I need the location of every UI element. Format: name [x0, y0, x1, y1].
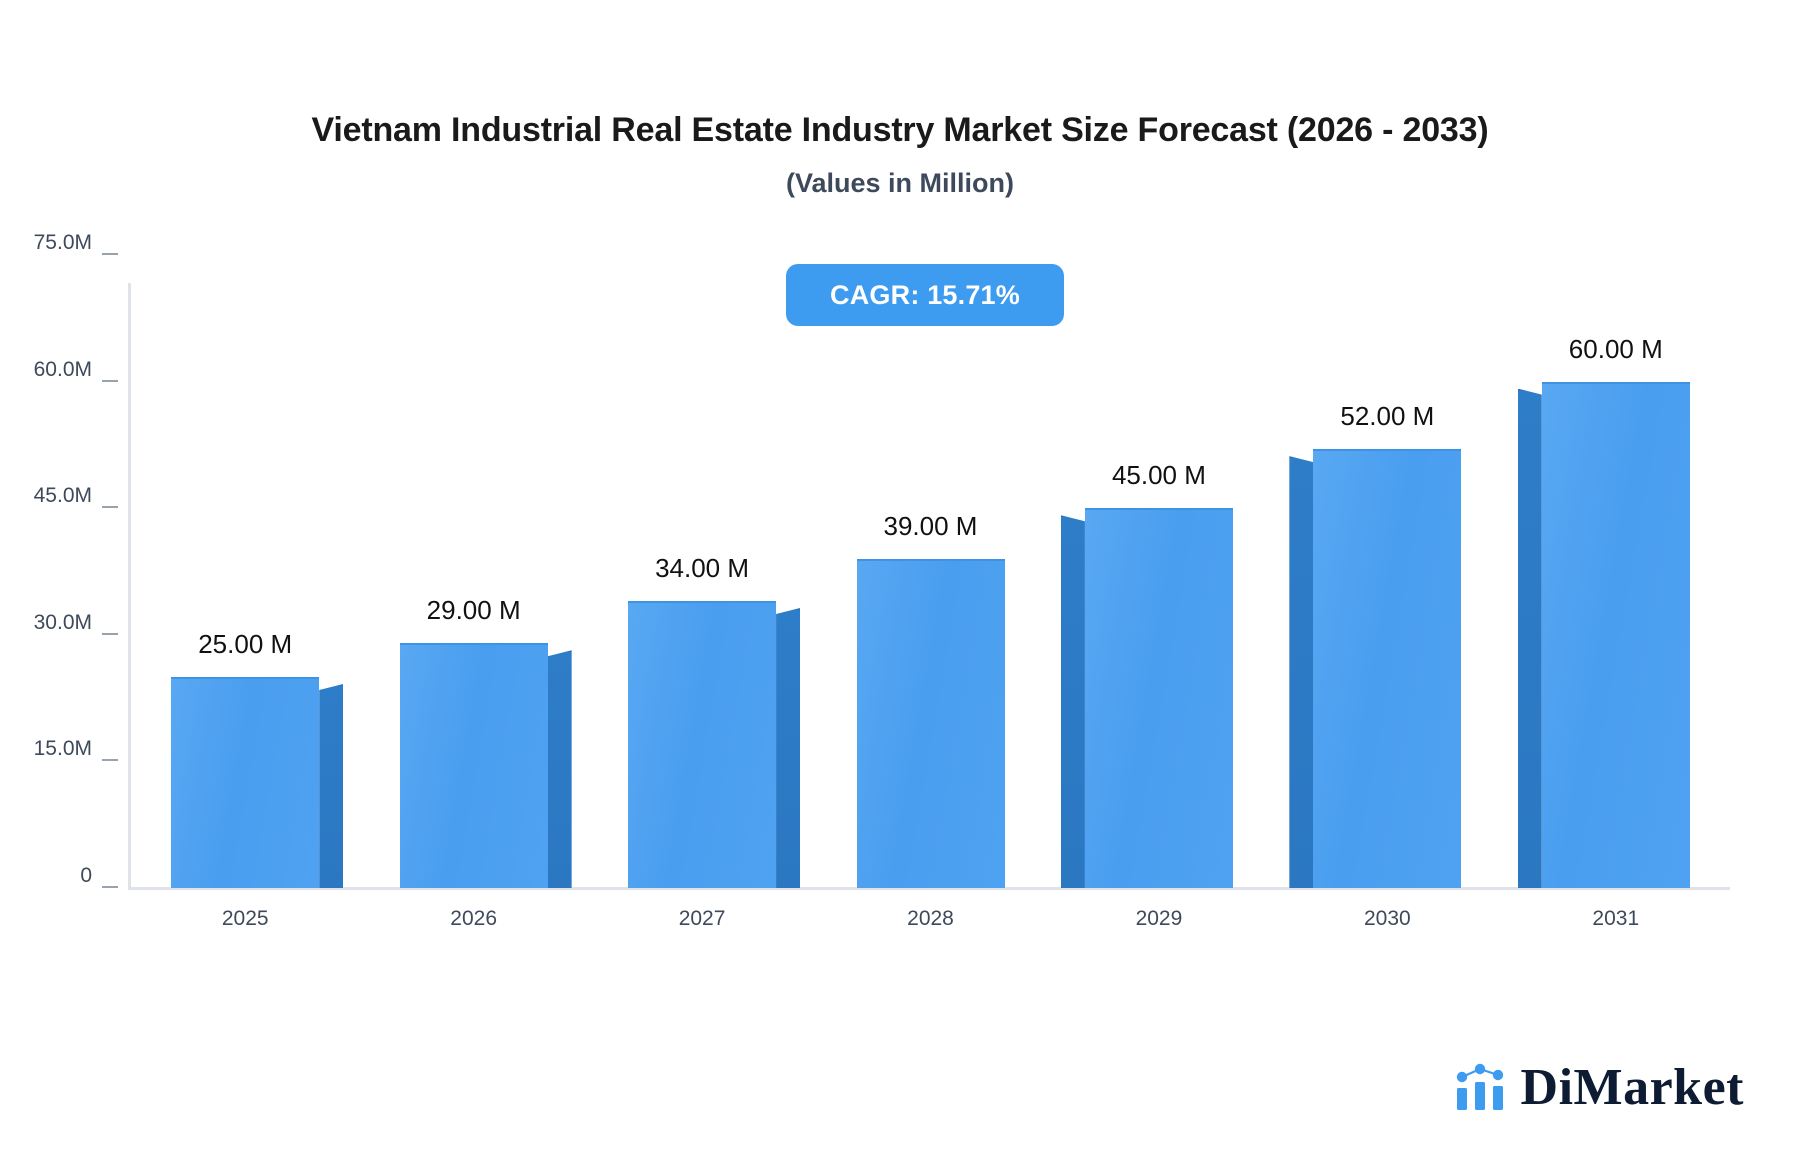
- bar-column[interactable]: [1289, 449, 1462, 888]
- bar-column[interactable]: [1517, 381, 1690, 888]
- bar-side-face: [776, 608, 801, 888]
- y-axis-spine: [128, 283, 131, 889]
- bar-column[interactable]: [628, 601, 801, 888]
- bar-side-face: [1289, 456, 1314, 888]
- y-axis-tick-mark: [102, 253, 118, 255]
- y-axis-tick-mark: [102, 632, 118, 635]
- y-axis-tick-label: 30.0M: [33, 610, 92, 634]
- chart-header: Vietnam Industrial Real Estate Industry …: [0, 0, 1800, 199]
- bar-front-face: [1313, 449, 1462, 888]
- bar-front-face: [1541, 381, 1690, 888]
- cagr-badge: CAGR: 15.71%: [786, 264, 1064, 326]
- y-axis-tick-mark: [102, 379, 118, 382]
- y-axis-tick-mark: [102, 506, 118, 509]
- bar-front-face: [1084, 508, 1233, 888]
- bar-side-face: [1060, 515, 1085, 888]
- dimarket-logo: DiMarket: [1455, 1062, 1744, 1114]
- bar-side-face: [1517, 388, 1542, 888]
- bar-column[interactable]: [856, 558, 1005, 888]
- y-axis-tick-label: 75.0M: [33, 231, 92, 254]
- bar-value-label: 39.00 M: [883, 510, 978, 541]
- bar-value-label: 45.00 M: [1111, 460, 1206, 491]
- bar-front-face: [628, 601, 777, 888]
- x-axis-baseline: [128, 887, 1730, 890]
- bar-column[interactable]: [399, 643, 572, 888]
- bar-chart-icon: [1456, 1063, 1503, 1110]
- y-axis-tick-mark: [102, 759, 118, 762]
- bar-side-face: [319, 684, 344, 888]
- y-axis-tick-mark: [102, 886, 118, 888]
- chart-title: Vietnam Industrial Real Estate Industry …: [311, 111, 1489, 149]
- y-axis-tick-label: 0: [80, 864, 92, 887]
- x-axis-tick-label: 2026: [450, 907, 497, 930]
- y-axis-tick-label: 45.0M: [33, 484, 92, 508]
- bar-front-face: [171, 677, 320, 888]
- bar-front-face: [399, 643, 548, 888]
- x-axis-tick-label: 2029: [1135, 907, 1183, 930]
- y-axis: 75.0M 60.0M 45.0M 30.0M 15.0M 0: [0, 0, 128, 1156]
- x-axis-tick-label: 2028: [907, 907, 954, 930]
- bar-column[interactable]: [1060, 508, 1233, 888]
- bar-column[interactable]: [171, 677, 344, 888]
- x-axis-tick-label: 2025: [221, 907, 269, 930]
- x-axis-tick-label: 2027: [678, 907, 726, 930]
- bar-value-label: 25.00 M: [198, 629, 293, 659]
- bar-value-label: 52.00 M: [1340, 401, 1435, 432]
- y-axis-tick-label: 60.0M: [33, 357, 92, 381]
- x-axis-tick-label: 2031: [1592, 907, 1640, 930]
- x-axis-tick-label: 2030: [1363, 907, 1411, 930]
- bar-front-face: [856, 558, 1005, 888]
- bar-value-label: 60.00 M: [1568, 333, 1663, 364]
- bar-value-label: 29.00 M: [426, 595, 521, 626]
- bar-value-label: 34.00 M: [655, 553, 750, 584]
- chart-subtitle: (Values in Million): [785, 167, 1015, 198]
- y-axis-tick-label: 15.0M: [33, 737, 92, 761]
- bar-side-face: [547, 650, 572, 888]
- logo-text: DiMarket: [1520, 1059, 1744, 1116]
